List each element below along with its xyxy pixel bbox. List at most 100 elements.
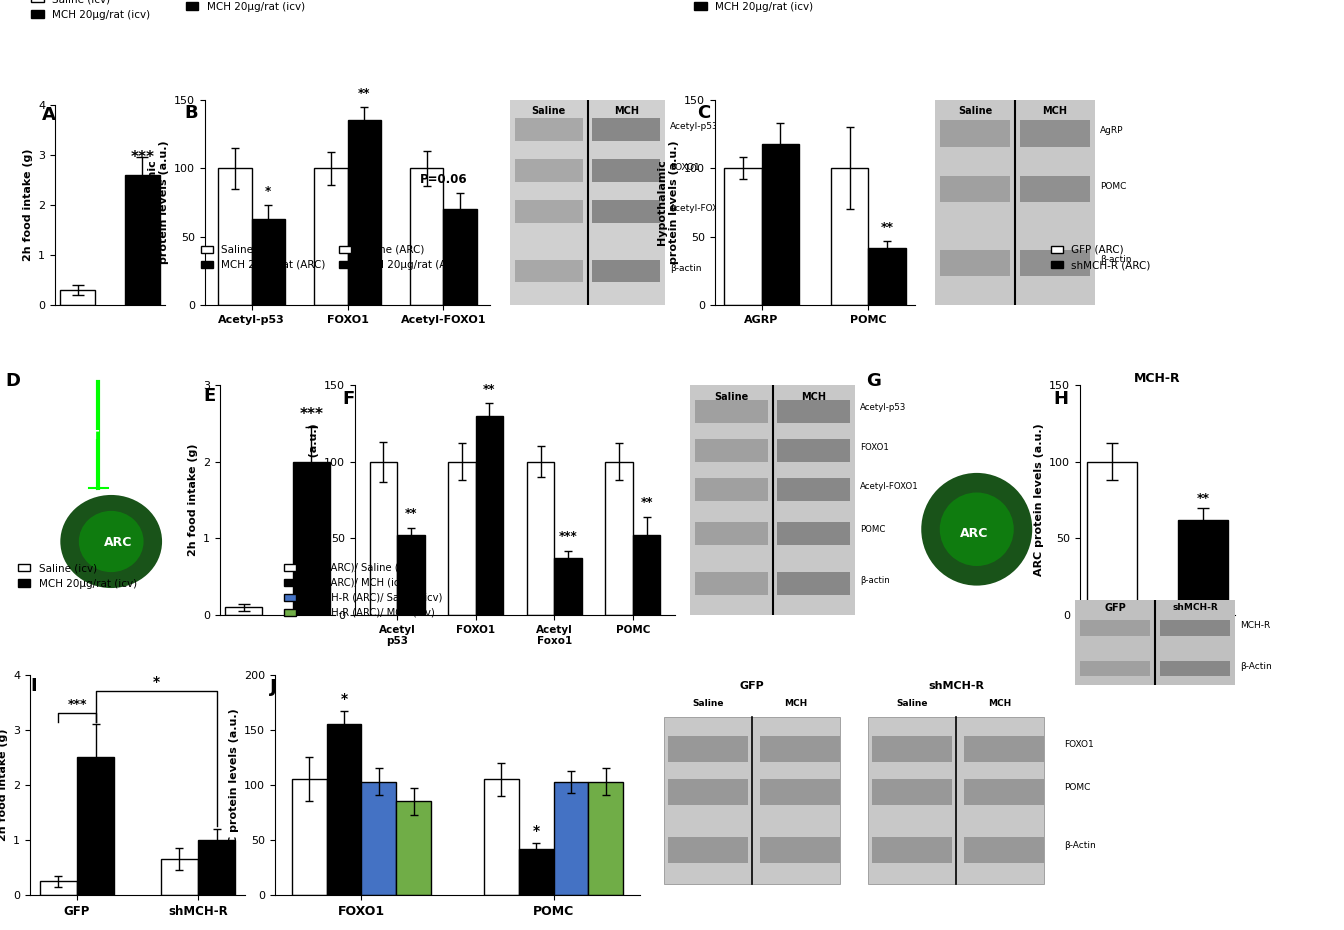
FancyBboxPatch shape [695, 573, 767, 595]
FancyBboxPatch shape [939, 176, 1011, 203]
Bar [396, 802, 431, 895]
Bar [396, 536, 425, 615]
FancyBboxPatch shape [515, 118, 583, 141]
Bar [327, 724, 362, 895]
Legend: Saline (icv), MCH 20μg/rat (icv): Saline (icv), MCH 20μg/rat (icv) [691, 0, 817, 16]
Bar [448, 461, 476, 615]
FancyBboxPatch shape [759, 837, 840, 863]
FancyBboxPatch shape [777, 522, 849, 545]
Y-axis label: ARC protein levels (a.u.): ARC protein levels (a.u.) [1034, 424, 1044, 577]
FancyBboxPatch shape [939, 249, 1011, 276]
FancyBboxPatch shape [515, 259, 583, 283]
Text: β-Actin: β-Actin [1239, 662, 1271, 671]
Text: G: G [866, 372, 880, 391]
Text: MCH: MCH [785, 699, 808, 708]
Bar [1087, 461, 1137, 615]
Text: POMC: POMC [1099, 181, 1126, 191]
FancyBboxPatch shape [1160, 620, 1230, 636]
Ellipse shape [79, 511, 144, 572]
Bar [519, 849, 554, 895]
FancyBboxPatch shape [695, 522, 767, 545]
FancyBboxPatch shape [759, 779, 840, 804]
Y-axis label: 2h food intake (g): 2h food intake (g) [0, 729, 8, 842]
FancyBboxPatch shape [593, 201, 660, 223]
Title: MCH-R: MCH-R [1134, 372, 1181, 385]
Bar [77, 758, 114, 895]
Text: MCH: MCH [988, 699, 1012, 708]
FancyBboxPatch shape [939, 121, 1011, 147]
Text: *: * [340, 692, 348, 706]
Text: POMC: POMC [860, 525, 886, 535]
Bar [218, 168, 251, 305]
FancyBboxPatch shape [668, 779, 749, 804]
Bar [554, 782, 589, 895]
FancyBboxPatch shape [1160, 661, 1230, 676]
Text: P=0.06: P=0.06 [419, 173, 468, 186]
FancyBboxPatch shape [515, 201, 583, 223]
Bar [444, 209, 477, 305]
Text: Saline: Saline [692, 699, 724, 708]
Text: Acetyl-FOXO1: Acetyl-FOXO1 [669, 205, 731, 213]
Text: β-actin: β-actin [860, 576, 890, 585]
Bar [251, 219, 285, 305]
Legend: GFP (ARC)/ Saline (icv), GFP (ARC)/ MCH (icv), shMCH-R (ARC)/ Saline (icv), shMC: GFP (ARC)/ Saline (icv), GFP (ARC)/ MCH … [280, 559, 446, 622]
Text: A: A [42, 107, 56, 125]
Text: POMC: POMC [1064, 783, 1090, 792]
Text: **: ** [1196, 492, 1210, 505]
Legend: Saline (icv), MCH 20μg/rat (icv): Saline (icv), MCH 20μg/rat (icv) [13, 559, 141, 592]
Text: C: C [698, 104, 711, 122]
FancyBboxPatch shape [1079, 661, 1150, 676]
Ellipse shape [921, 472, 1032, 586]
Y-axis label: 2h food intake (g): 2h food intake (g) [188, 444, 198, 556]
Bar [554, 558, 582, 615]
FancyBboxPatch shape [1079, 620, 1150, 636]
Text: FOXO1: FOXO1 [669, 163, 699, 172]
FancyBboxPatch shape [777, 400, 849, 423]
FancyBboxPatch shape [759, 736, 840, 762]
Ellipse shape [60, 495, 163, 588]
FancyBboxPatch shape [695, 439, 767, 462]
Text: Saline: Saline [958, 106, 992, 116]
Text: ***: *** [300, 406, 323, 422]
FancyBboxPatch shape [695, 478, 767, 501]
Bar [293, 461, 329, 615]
Text: F: F [341, 390, 355, 407]
Text: MCH: MCH [1043, 106, 1067, 116]
Y-axis label: Hypothalamic
protein levels (a.u.): Hypothalamic protein levels (a.u.) [146, 140, 169, 264]
FancyBboxPatch shape [964, 837, 1044, 863]
Text: *: * [265, 185, 271, 198]
Text: Saline: Saline [714, 392, 749, 402]
Bar [664, 716, 840, 884]
Text: H: H [1052, 390, 1068, 407]
Text: Acetyl-FOXO1: Acetyl-FOXO1 [860, 482, 919, 491]
FancyBboxPatch shape [668, 837, 749, 863]
Bar [633, 536, 660, 615]
Text: ***: *** [130, 150, 155, 165]
FancyBboxPatch shape [593, 159, 660, 182]
Text: β-Actin: β-Actin [1064, 841, 1095, 850]
Text: GFP: GFP [1105, 603, 1126, 613]
Text: ***: *** [559, 530, 578, 543]
Text: shGFP: shGFP [935, 405, 980, 417]
Text: ARC: ARC [103, 537, 132, 550]
Bar [226, 607, 262, 615]
Legend: Saline (ARC), MCH 20μg/rat (ARC): Saline (ARC), MCH 20μg/rat (ARC) [335, 241, 468, 274]
Text: MCH-R: MCH-R [1239, 621, 1270, 630]
Ellipse shape [939, 493, 1013, 566]
Text: FOXO1: FOXO1 [860, 443, 888, 452]
Bar [40, 882, 77, 895]
Bar [161, 859, 198, 895]
Y-axis label: ARC protein levels (a.u.): ARC protein levels (a.u.) [309, 424, 319, 577]
Text: J: J [270, 678, 277, 697]
Legend: Saline (icv), MCH 20μg/rat (icv): Saline (icv), MCH 20μg/rat (icv) [181, 0, 309, 16]
Bar [348, 121, 382, 305]
Text: shMCH-R: shMCH-R [1172, 603, 1218, 612]
Text: shMCH-R: shMCH-R [927, 681, 984, 691]
Bar [831, 168, 868, 305]
Bar [1177, 520, 1228, 615]
Text: MCH: MCH [801, 392, 827, 402]
Y-axis label: 2h food intake (g): 2h food intake (g) [23, 149, 32, 261]
Text: Saline: Saline [896, 699, 927, 708]
Bar [198, 840, 235, 895]
Text: 3V: 3V [28, 512, 46, 525]
